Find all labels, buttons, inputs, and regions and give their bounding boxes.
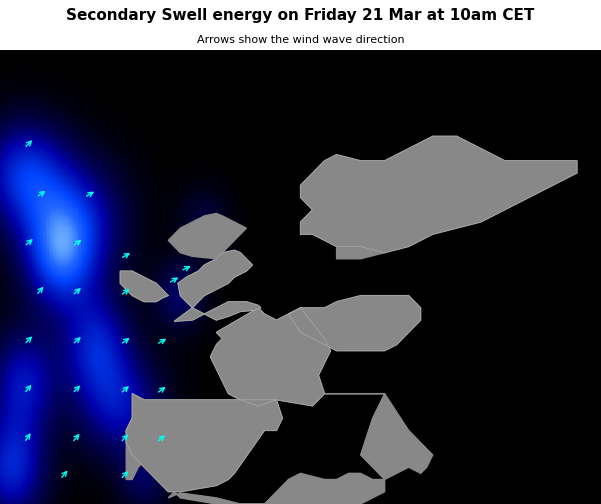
Polygon shape [300, 136, 577, 253]
Polygon shape [168, 214, 246, 259]
Polygon shape [126, 418, 156, 479]
Text: Secondary Swell energy on Friday 21 Mar at 10am CET: Secondary Swell energy on Friday 21 Mar … [66, 8, 535, 23]
Text: Arrows show the wind wave direction: Arrows show the wind wave direction [197, 35, 404, 45]
Polygon shape [126, 394, 282, 492]
Polygon shape [288, 295, 421, 351]
Polygon shape [174, 250, 261, 322]
Polygon shape [337, 234, 385, 259]
Polygon shape [168, 473, 385, 504]
Polygon shape [210, 308, 331, 406]
Polygon shape [325, 394, 433, 479]
Polygon shape [120, 271, 168, 302]
